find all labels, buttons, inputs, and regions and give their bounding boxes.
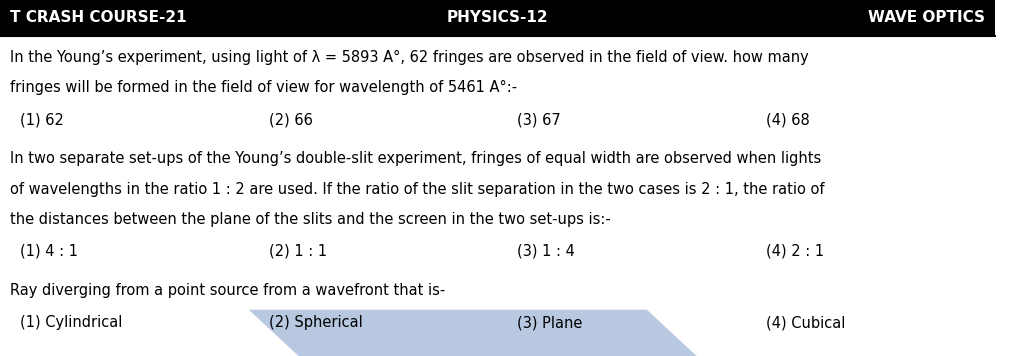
Text: (1) 4 : 1: (1) 4 : 1 [19, 244, 78, 259]
Text: (2) 66: (2) 66 [268, 112, 312, 127]
Text: (2) 1 : 1: (2) 1 : 1 [268, 244, 327, 259]
Text: fringes will be formed in the field of view for wavelength of 5461 A°:-: fringes will be formed in the field of v… [10, 80, 517, 95]
Text: the distances between the plane of the slits and the screen in the two set-ups i: the distances between the plane of the s… [10, 212, 610, 227]
Text: (4) 68: (4) 68 [766, 112, 810, 127]
Text: of wavelengths in the ratio 1 : 2 are used. If the ratio of the slit separation : of wavelengths in the ratio 1 : 2 are us… [10, 182, 824, 197]
Text: In the Young’s experiment, using light of λ = 5893 A°, 62 fringes are observed i: In the Young’s experiment, using light o… [10, 50, 809, 65]
Text: (2) Spherical: (2) Spherical [268, 315, 362, 330]
Text: (4) Cubical: (4) Cubical [766, 315, 846, 330]
Text: (3) Plane: (3) Plane [517, 315, 583, 330]
Text: In two separate set-ups of the Young’s double-slit experiment, fringes of equal : In two separate set-ups of the Young’s d… [10, 151, 821, 166]
Text: T CRASH COURSE-21: T CRASH COURSE-21 [10, 10, 186, 25]
Text: (4) 2 : 1: (4) 2 : 1 [766, 244, 824, 259]
Text: (1) 62: (1) 62 [19, 112, 63, 127]
Text: (3) 1 : 4: (3) 1 : 4 [517, 244, 575, 259]
FancyBboxPatch shape [0, 0, 995, 36]
Text: PHYSICS-12: PHYSICS-12 [446, 10, 549, 25]
Text: (1) Cylindrical: (1) Cylindrical [19, 315, 122, 330]
Text: WAVE OPTICS: WAVE OPTICS [868, 10, 985, 25]
Text: (3) 67: (3) 67 [517, 112, 561, 127]
Polygon shape [249, 310, 696, 356]
Text: Ray diverging from a point source from a wavefront that is-: Ray diverging from a point source from a… [10, 283, 445, 298]
